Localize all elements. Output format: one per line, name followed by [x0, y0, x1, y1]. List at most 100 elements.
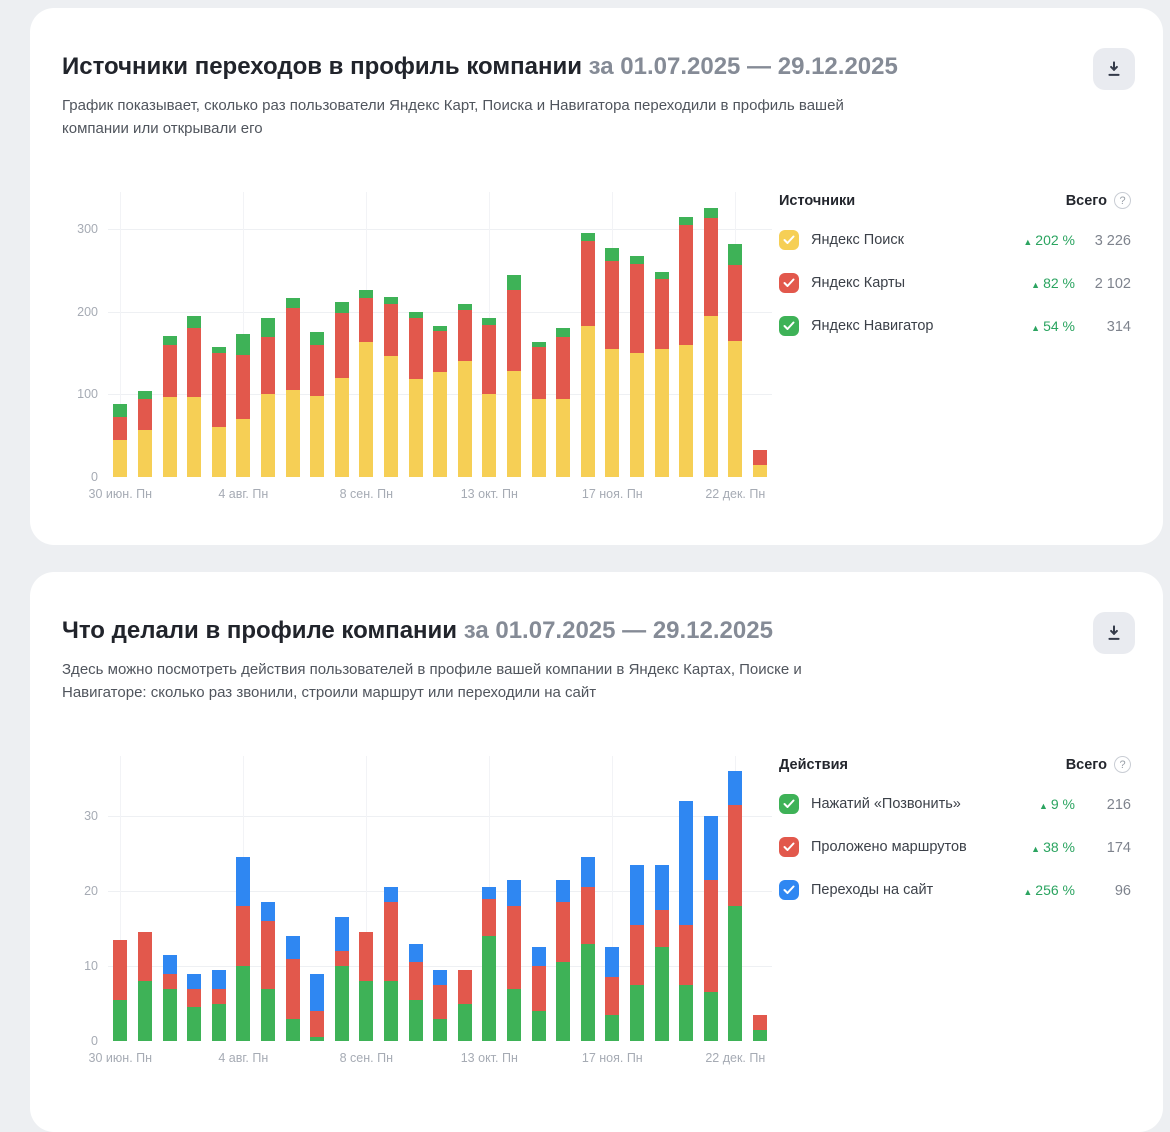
- bar-segment-1: [703, 992, 718, 1041]
- series-checkbox[interactable]: [779, 837, 799, 857]
- bar-week-4[interactable]: [187, 973, 202, 1041]
- help-icon[interactable]: ?: [1114, 756, 1131, 773]
- bar-week-22[interactable]: [629, 864, 644, 1041]
- bar-week-26[interactable]: [728, 771, 743, 1041]
- bar-week-13[interactable]: [408, 943, 423, 1041]
- bar-week-8[interactable]: [285, 936, 300, 1041]
- bar-week-27[interactable]: [752, 449, 767, 477]
- x-axis-tick-label: 13 окт. Пн: [460, 487, 518, 501]
- bar-segment-3: [506, 879, 521, 906]
- bar-week-3[interactable]: [162, 954, 177, 1041]
- bar-week-23[interactable]: [654, 864, 669, 1041]
- bar-week-15[interactable]: [457, 303, 472, 477]
- bar-segment-1: [728, 906, 743, 1041]
- bar-week-21[interactable]: [605, 947, 620, 1041]
- bar-week-9[interactable]: [310, 973, 325, 1041]
- bar-week-6[interactable]: [236, 334, 251, 477]
- bar-segment-2: [629, 263, 644, 354]
- bar-week-14[interactable]: [433, 325, 448, 477]
- help-icon[interactable]: ?: [1114, 192, 1131, 209]
- legend-item: Яндекс Поиск ▲ 202 % 3 226: [779, 230, 1131, 250]
- series-checkbox[interactable]: [779, 794, 799, 814]
- bar-week-17[interactable]: [506, 274, 521, 477]
- bar-week-27[interactable]: [752, 1014, 767, 1041]
- bar-week-12[interactable]: [383, 887, 398, 1041]
- bar-segment-3: [187, 973, 202, 989]
- actions-stacked-bar-chart: 0 10 20 30 30 июн. Пн 4 авг. Пн 8 сен. Пн 13 ок…: [62, 756, 772, 1071]
- bar-segment-3: [728, 771, 743, 805]
- bar-week-25[interactable]: [703, 207, 718, 477]
- bar-segment-2: [162, 344, 177, 397]
- series-checkbox[interactable]: [779, 880, 799, 900]
- bar-week-9[interactable]: [310, 332, 325, 477]
- bar-segment-2: [383, 304, 398, 357]
- bar-week-1[interactable]: [113, 404, 128, 477]
- y-axis-tick-label: 30: [84, 809, 98, 823]
- bar-week-12[interactable]: [383, 296, 398, 477]
- actions-card: Что делали в профиле компании за 01.07.2…: [30, 572, 1163, 1132]
- bar-week-8[interactable]: [285, 297, 300, 477]
- bar-week-17[interactable]: [506, 879, 521, 1041]
- download-button[interactable]: [1093, 612, 1135, 654]
- bar-segment-1: [383, 981, 398, 1041]
- bar-segment-2: [703, 879, 718, 993]
- bar-week-2[interactable]: [137, 932, 152, 1041]
- bar-week-19[interactable]: [556, 328, 571, 477]
- bar-segment-2: [728, 804, 743, 906]
- bar-week-21[interactable]: [605, 248, 620, 477]
- x-axis-tick-label: 17 ноя. Пн: [581, 1051, 643, 1065]
- bar-week-23[interactable]: [654, 272, 669, 477]
- bar-week-7[interactable]: [260, 902, 275, 1041]
- y-axis-tick-label: 0: [91, 1034, 98, 1048]
- bar-segment-2: [211, 353, 226, 428]
- bar-week-25[interactable]: [703, 816, 718, 1041]
- bar-segment-1: [580, 325, 595, 477]
- bar-week-20[interactable]: [580, 857, 595, 1041]
- bar-week-3[interactable]: [162, 335, 177, 477]
- bar-week-16[interactable]: [482, 887, 497, 1041]
- bar-week-18[interactable]: [531, 947, 546, 1041]
- change-percent: ▲ 256 %: [1023, 881, 1075, 898]
- series-checkbox[interactable]: [779, 230, 799, 250]
- y-axis-tick-label: 300: [77, 222, 98, 237]
- bar-segment-2: [457, 310, 472, 362]
- bar-week-24[interactable]: [679, 216, 694, 477]
- bar-segment-1: [482, 394, 497, 477]
- bar-week-7[interactable]: [260, 318, 275, 477]
- bar-week-22[interactable]: [629, 255, 644, 477]
- bar-week-2[interactable]: [137, 391, 152, 477]
- bar-week-11[interactable]: [359, 932, 374, 1041]
- bar-week-13[interactable]: [408, 311, 423, 477]
- bar-segment-3: [433, 325, 448, 331]
- series-checkbox[interactable]: [779, 316, 799, 336]
- bar-week-11[interactable]: [359, 289, 374, 477]
- bar-segment-1: [408, 378, 423, 477]
- bar-week-24[interactable]: [679, 801, 694, 1041]
- bar-week-20[interactable]: [580, 233, 595, 477]
- bar-week-5[interactable]: [211, 347, 226, 477]
- bar-week-10[interactable]: [334, 917, 349, 1041]
- bar-week-16[interactable]: [482, 318, 497, 477]
- bar-week-26[interactable]: [728, 244, 743, 477]
- series-checkbox[interactable]: [779, 273, 799, 293]
- bar-segment-2: [334, 313, 349, 378]
- x-axis-tick-label: 8 сен. Пн: [339, 1051, 393, 1065]
- download-button[interactable]: [1093, 48, 1135, 90]
- bar-week-10[interactable]: [334, 301, 349, 477]
- bar-segment-3: [310, 973, 325, 1011]
- bar-week-14[interactable]: [433, 969, 448, 1041]
- bar-week-18[interactable]: [531, 342, 546, 477]
- bar-week-6[interactable]: [236, 857, 251, 1041]
- bar-week-1[interactable]: [113, 939, 128, 1041]
- bar-segment-1: [334, 377, 349, 477]
- bar-week-15[interactable]: [457, 969, 472, 1041]
- bar-week-19[interactable]: [556, 879, 571, 1041]
- bar-segment-2: [408, 317, 423, 379]
- bar-segment-2: [285, 958, 300, 1019]
- bar-segment-2: [433, 330, 448, 373]
- bar-segment-2: [162, 973, 177, 989]
- bar-week-4[interactable]: [187, 315, 202, 477]
- v-gridline: [120, 756, 122, 1041]
- bar-week-5[interactable]: [211, 969, 226, 1041]
- bar-segment-2: [556, 336, 571, 399]
